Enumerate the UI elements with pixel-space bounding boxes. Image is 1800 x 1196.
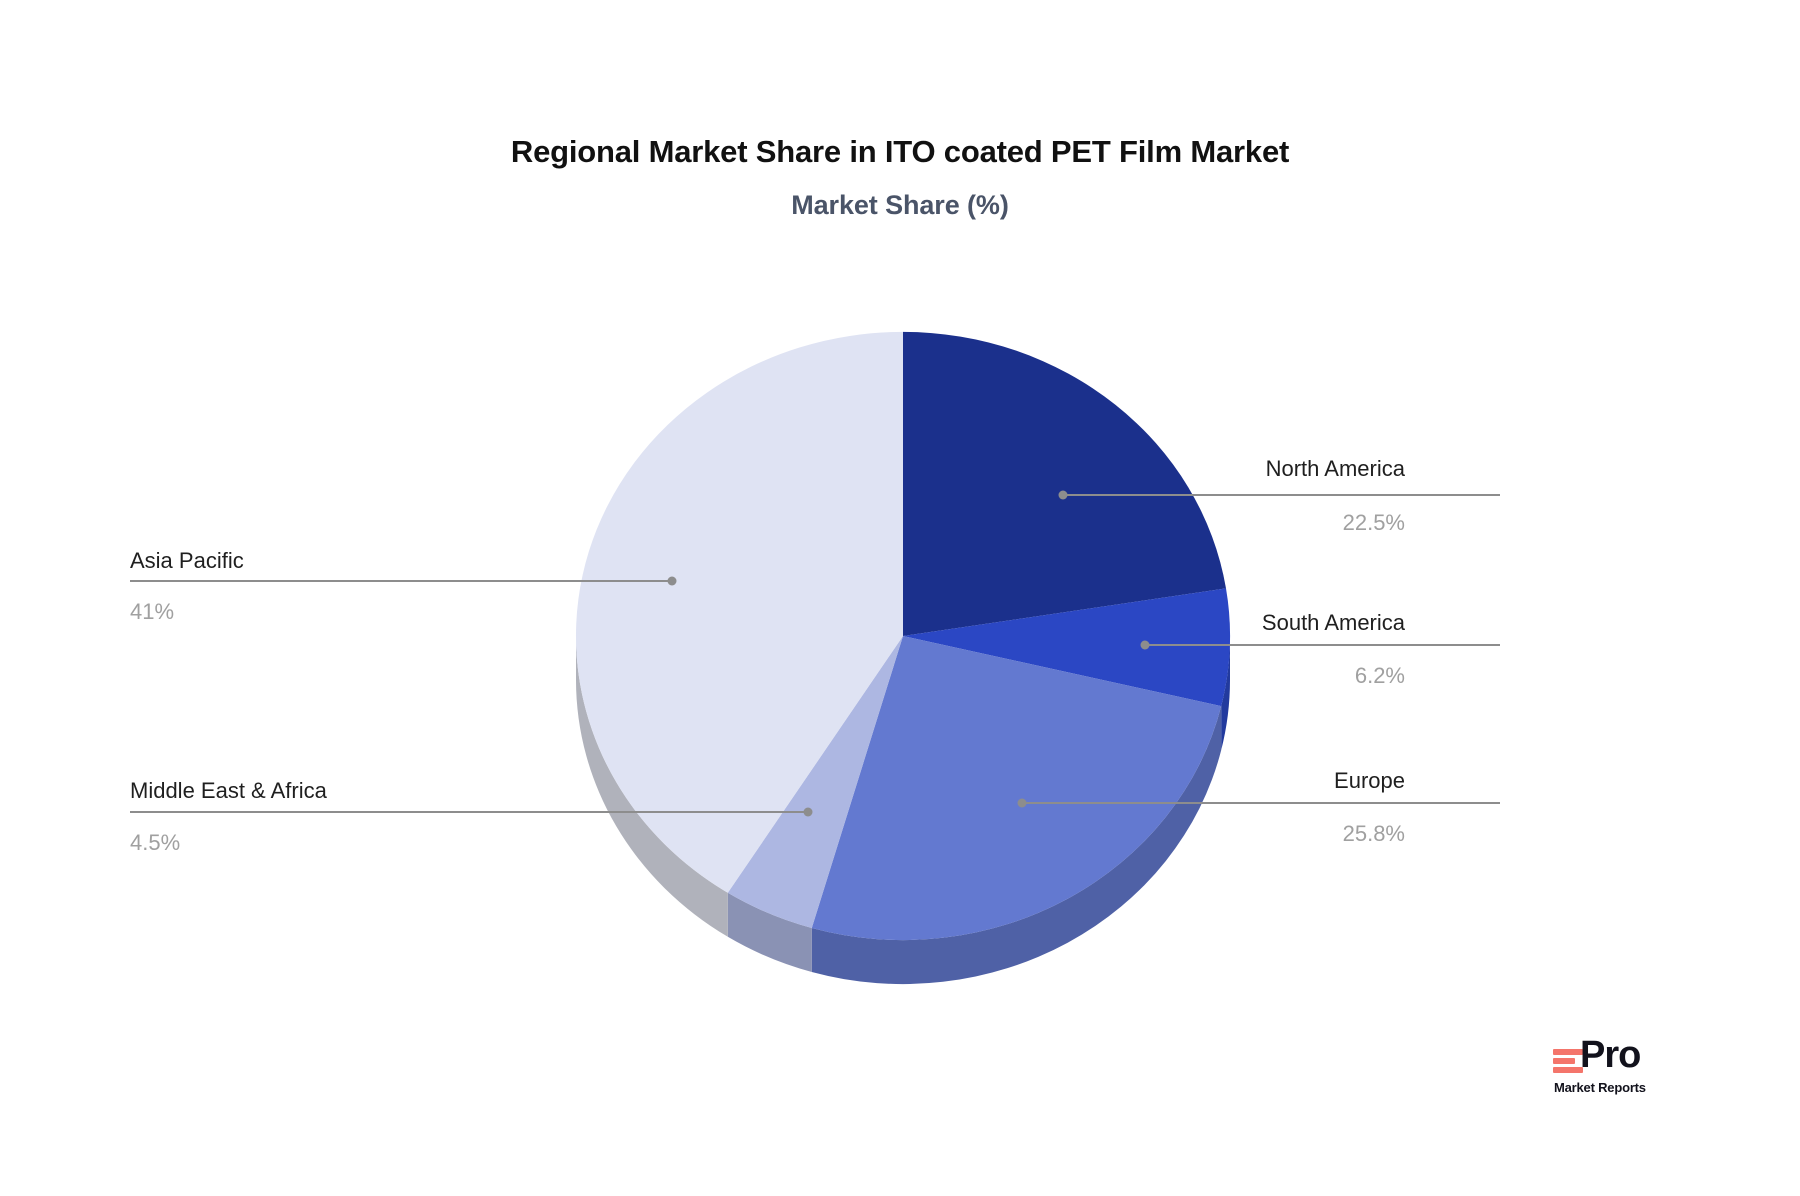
callout-value-europe: 25.8%: [1342, 821, 1405, 846]
callout-label-north-america: North America: [1265, 456, 1405, 481]
callout-value-north-america: 22.5%: [1342, 510, 1405, 535]
logo-wordmark: Pro: [1580, 1034, 1641, 1076]
pie-slice-asia-pacific: [575, 331, 903, 893]
callout-label-south-america: South America: [1261, 610, 1405, 635]
pie-slice-south-america: [903, 588, 1231, 707]
callout-label-middle-east-africa: Middle East & Africa: [130, 778, 327, 803]
logo-bar-bottom: [1553, 1067, 1583, 1073]
callout-value-south-america: 6.2%: [1354, 663, 1405, 688]
callout-label-asia-pacific: Asia Pacific: [130, 548, 244, 573]
pie-depth-layer: [575, 636, 1230, 985]
logo-bar-top: [1553, 1049, 1583, 1055]
chart-title: Regional Market Share in ITO coated PET …: [510, 134, 1290, 169]
leader-dot-asia-pacific: [667, 576, 677, 586]
pie-slice-middle-east-africa: [727, 636, 903, 928]
callout-value-asia-pacific: 41%: [130, 599, 175, 624]
leader-dot-middle-east-africa: [803, 807, 813, 817]
pie-side-asia-pacific: [1221, 636, 1230, 751]
pie-top-layer: [575, 331, 1231, 941]
leader-dot-europe: [1017, 798, 1027, 808]
chart-subtitle: Market Share (%): [791, 190, 1009, 220]
pie-slice-north-america: [903, 331, 1226, 636]
pie-side-europe: [727, 892, 812, 972]
callout-value-middle-east-africa: 4.5%: [130, 830, 181, 855]
logo-bars-icon: [1553, 1048, 1589, 1082]
callout-label-europe: Europe: [1334, 768, 1405, 793]
leader-dot-south-america: [1140, 640, 1150, 650]
pro-market-reports-logo: Pro Market Reports: [1553, 1034, 1673, 1098]
logo-tagline: Market Reports: [1554, 1080, 1646, 1095]
pie-side-middle-east-africa: [811, 706, 1222, 985]
pie-leader-lines: [130, 490, 1500, 817]
logo-bar-middle: [1553, 1058, 1575, 1064]
pie-slice-europe: [811, 636, 1222, 941]
pie-side-south-america: [575, 636, 728, 937]
leader-dot-north-america: [1058, 490, 1068, 500]
